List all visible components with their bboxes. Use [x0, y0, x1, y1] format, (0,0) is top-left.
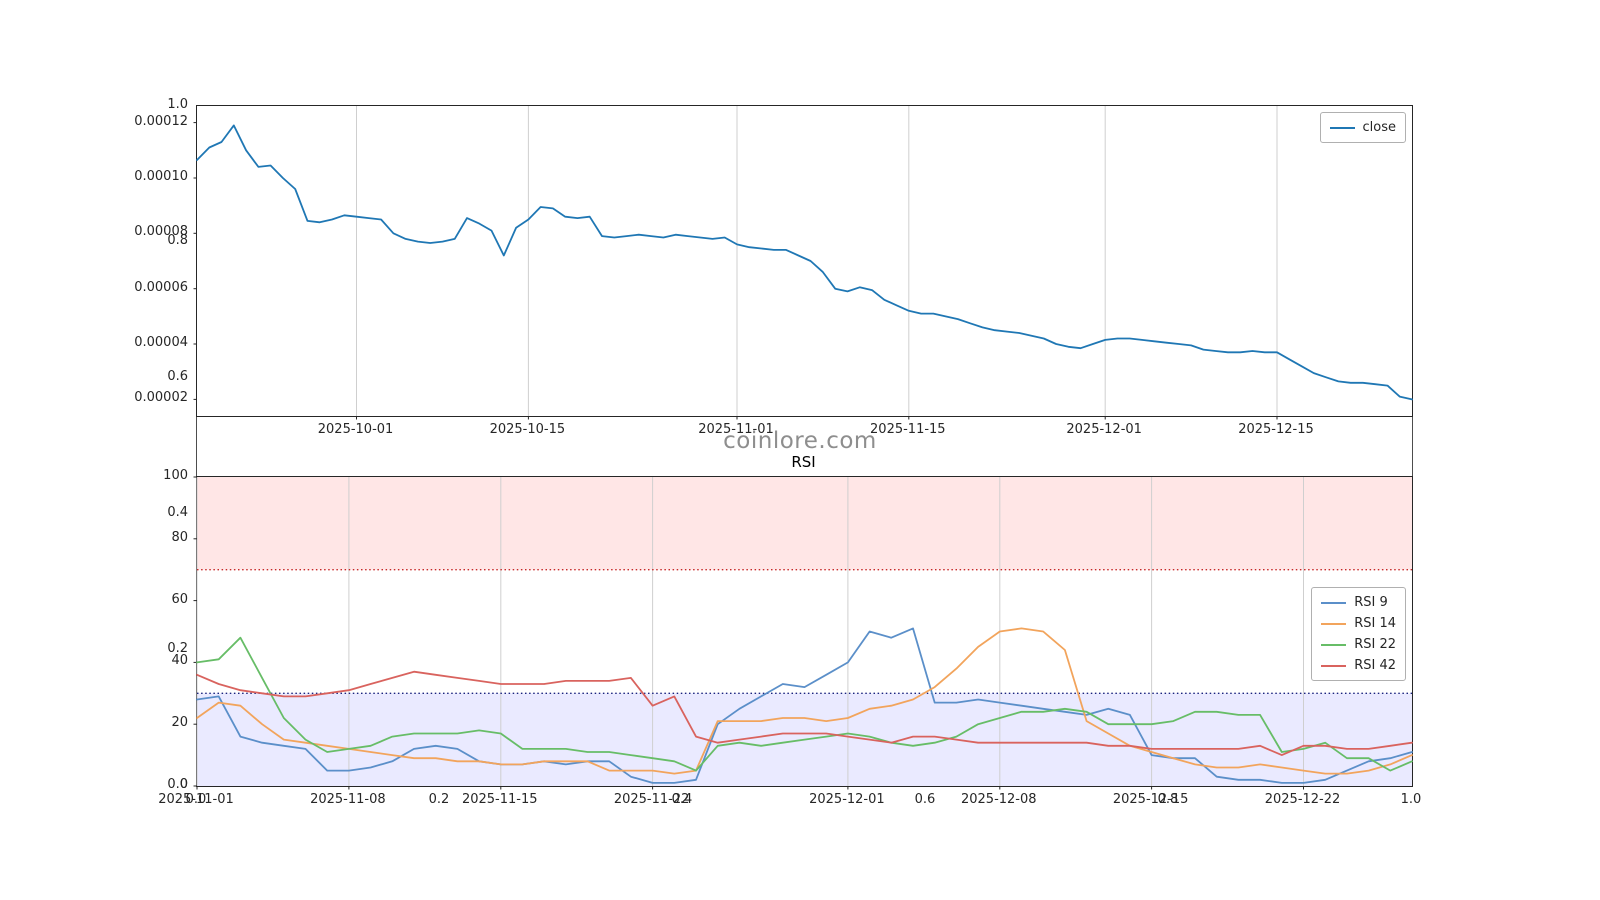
y-tick-label: 0.00002 — [134, 390, 188, 406]
overlay-y-tick-label: 0.4 — [167, 505, 188, 520]
y-tick-label: 20 — [171, 715, 188, 731]
series-line-rsi-22 — [196, 636, 1413, 772]
overlay-y-tick-label: 0.8 — [167, 233, 188, 248]
legend-label: RSI 14 — [1354, 616, 1396, 631]
x-tick-label: 2025-11-01 — [158, 792, 234, 807]
legend-item: RSI 9 — [1321, 592, 1396, 613]
y-tick-label: 100 — [163, 468, 188, 483]
x-tick-label: 2025-11-01 — [698, 422, 774, 437]
x-tick-label: 2025-11-22 — [613, 792, 690, 807]
overlay-y-tick-label: 1.0 — [167, 97, 188, 112]
legend-line-sample — [1321, 601, 1347, 604]
overlay-x-tick-label: 0.6 — [914, 792, 936, 807]
overlay-x-tick-label: 0.4 — [671, 792, 693, 807]
x-tick-label: 2025-12-01 — [1066, 422, 1142, 437]
y-tick-label: 0.00010 — [134, 168, 188, 184]
overlay-x-tick-label: 1.0 — [1400, 792, 1422, 807]
overlay-y-tick-label: 0.2 — [167, 641, 188, 656]
y-tick-label: 60 — [171, 591, 188, 607]
overlay-y-tick-label: 0.6 — [167, 369, 188, 384]
overlay-x-tick-label: 0.0 — [185, 792, 207, 807]
legend-line-sample — [1321, 622, 1347, 625]
x-tick-label: 2025-12-15 — [1112, 792, 1189, 807]
x-tick-label: 2025-12-08 — [960, 792, 1037, 807]
legend-label: RSI 42 — [1354, 658, 1396, 673]
overlay-y-tick-label: 0.0 — [167, 777, 188, 792]
overlay-x-tick-label: 0.2 — [428, 792, 450, 807]
price-chart: close — [193, 105, 1413, 420]
legend-label: RSI 9 — [1354, 595, 1388, 610]
legend-line-sample — [1321, 664, 1347, 667]
x-tick-label: 2025-10-01 — [317, 422, 394, 437]
watermark-text: coinlore.com — [723, 428, 877, 454]
legend-label: close — [1362, 120, 1396, 135]
legend-item: close — [1329, 117, 1396, 138]
rsi-legend: RSI 9 RSI 14 RSI 22 RSI 42 — [1311, 587, 1406, 681]
x-tick-label: 2025-12-15 — [1238, 422, 1314, 437]
y-tick-label: 0.00012 — [134, 113, 188, 129]
x-tick-label: 2025-12-01 — [809, 792, 885, 807]
x-tick-label: 2025-11-15 — [870, 422, 946, 437]
x-tick-label: 2025-10-15 — [489, 422, 566, 437]
y-tick-label: 0.00008 — [134, 224, 188, 240]
price-legend: close — [1319, 112, 1406, 143]
y-tick-label: 0.00006 — [134, 279, 188, 295]
legend-item: RSI 42 — [1321, 655, 1396, 676]
series-line-rsi-42 — [196, 670, 1413, 757]
y-tick-label: 0.00004 — [134, 335, 188, 351]
x-tick-label: 2025-11-08 — [310, 792, 386, 807]
legend-line-sample — [1329, 126, 1355, 129]
rsi-chart: RSI 9 RSI 14 RSI 22 RSI 42 — [193, 476, 1413, 790]
series-line-close — [196, 124, 1413, 401]
overlay-x-tick-label: 0.8 — [1157, 792, 1179, 807]
y-tick-label: 80 — [171, 529, 188, 545]
legend-item: RSI 22 — [1321, 634, 1396, 655]
legend-item: RSI 14 — [1321, 613, 1396, 634]
y-tick-label: 40 — [171, 653, 188, 669]
rsi-chart-title: RSI — [791, 453, 816, 471]
price-plot-area — [193, 106, 1413, 420]
legend-line-sample — [1321, 643, 1347, 646]
x-tick-label: 2025-12-22 — [1264, 792, 1341, 807]
rsi-plot-area — [193, 476, 1413, 790]
series-line-rsi-9 — [196, 627, 1413, 784]
overbought-band — [197, 477, 1412, 570]
x-tick-label: 2025-11-15 — [461, 792, 538, 807]
legend-label: RSI 22 — [1354, 637, 1396, 652]
series-line-rsi-14 — [196, 627, 1413, 775]
y-tick-label: 0 — [179, 777, 188, 792]
